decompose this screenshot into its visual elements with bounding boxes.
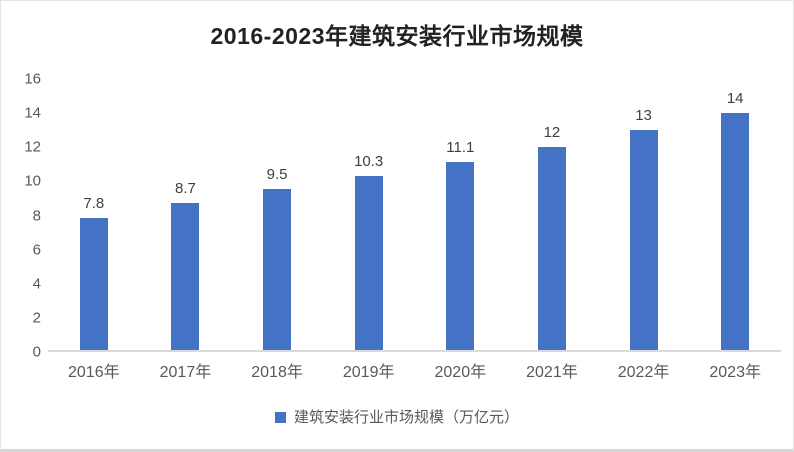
bar bbox=[79, 217, 108, 350]
y-tick-label: 16 bbox=[24, 70, 41, 88]
bar bbox=[629, 129, 658, 350]
x-tick-label: 2017年 bbox=[159, 364, 212, 381]
x-axis: 2016年 2017年 2018年 2019年 2020年 2021年 2022年 2023年 bbox=[48, 363, 781, 383]
bar bbox=[721, 112, 750, 350]
bar-group: 13 bbox=[598, 79, 690, 350]
bar bbox=[446, 162, 475, 350]
x-tick-label: 2016年 bbox=[68, 364, 120, 381]
chart-title: 2016-2023年建筑安装行业市场规模 bbox=[210, 23, 584, 49]
bar-value-label: 10.3 bbox=[354, 152, 384, 170]
x-tick-label: 2021年 bbox=[526, 364, 578, 381]
y-axis: 0 2 4 6 8 10 12 14 16 bbox=[9, 72, 41, 360]
x-tick-label: 2020年 bbox=[434, 364, 487, 381]
x-tick-label: 2022年 bbox=[617, 364, 670, 381]
bar-group: 12 bbox=[506, 79, 598, 350]
x-tick-label: 2019年 bbox=[342, 364, 395, 381]
y-tick-label: 6 bbox=[32, 241, 41, 259]
y-tick-label: 0 bbox=[32, 343, 41, 361]
bar-value-label: 13 bbox=[635, 106, 652, 124]
bar-group: 9.5 bbox=[231, 79, 323, 350]
bar-value-label: 7.8 bbox=[83, 194, 105, 212]
bar bbox=[263, 189, 292, 350]
bar-group: 14 bbox=[689, 79, 781, 350]
bar-group: 10.3 bbox=[323, 79, 415, 350]
bar bbox=[537, 146, 566, 350]
bar-group: 11.1 bbox=[415, 79, 507, 350]
y-tick-label: 4 bbox=[32, 275, 41, 293]
legend-label: 建筑安装行业市场规模（万亿元） bbox=[293, 409, 519, 426]
bar-value-label: 12 bbox=[543, 123, 561, 141]
x-tick-label: 2023年 bbox=[709, 364, 761, 381]
bar-value-label: 14 bbox=[726, 89, 744, 107]
x-tick-label: 2018年 bbox=[251, 364, 303, 381]
bar-value-label: 8.7 bbox=[175, 179, 196, 197]
y-tick-label: 8 bbox=[32, 207, 41, 224]
y-tick-label: 2 bbox=[32, 309, 41, 327]
legend-marker-icon bbox=[274, 412, 286, 423]
bar bbox=[354, 175, 383, 350]
y-tick-label: 14 bbox=[24, 104, 41, 122]
bar bbox=[171, 202, 200, 350]
legend: 建筑安装行业市场规模（万亿元） bbox=[1, 410, 793, 425]
plot-area: 7.8 8.7 9.5 10.3 11.1 12 13 14 bbox=[48, 79, 781, 352]
y-tick-label: 10 bbox=[24, 172, 41, 190]
bar-group: 7.8 bbox=[48, 79, 140, 350]
bar-value-label: 9.5 bbox=[266, 166, 288, 184]
bar-group: 8.7 bbox=[140, 79, 232, 350]
bar-value-label: 11.1 bbox=[446, 139, 475, 156]
y-tick-label: 12 bbox=[24, 138, 41, 156]
